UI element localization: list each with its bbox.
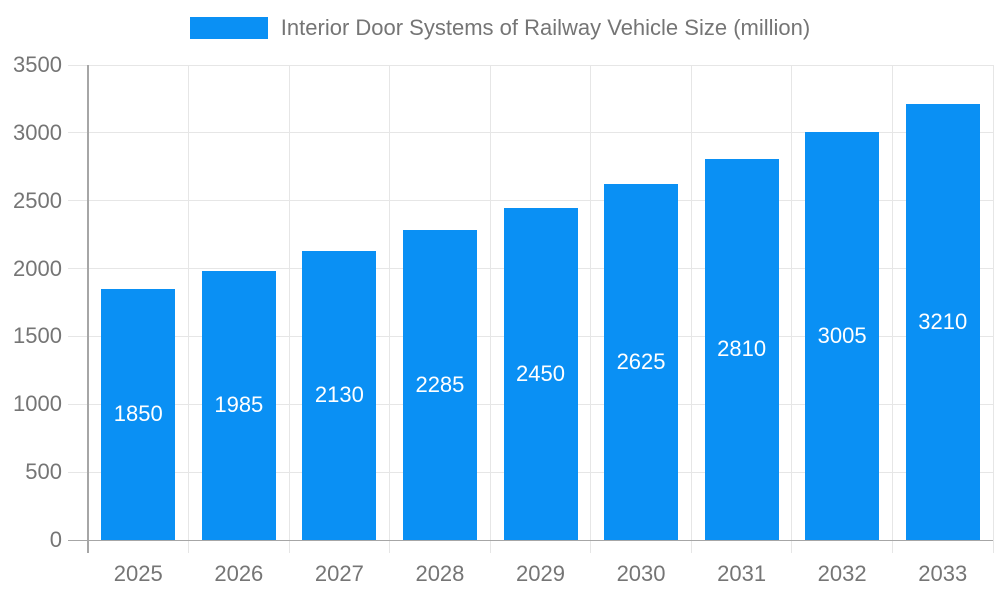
x-axis-tick [389,540,391,553]
x-gridline [188,65,190,540]
y-gridline [68,64,993,66]
bar-value-label: 2450 [516,360,565,386]
x-axis-tick [992,540,994,553]
bar-2031[interactable]: 2810 [704,158,779,540]
y-axis-tick-label: 3500 [13,52,62,77]
bar-value-label: 2130 [314,382,364,408]
bar-2030[interactable]: 2625 [604,183,679,540]
x-axis-category-label: 2027 [314,561,364,586]
bar-value-label: 2810 [717,336,767,362]
bar-value-label: 1985 [214,392,264,418]
y-axis-tick-label: 0 [49,527,62,552]
x-axis-category-label: 2033 [918,561,968,586]
bar-2028[interactable]: 2285 [402,229,477,540]
x-axis-category-label: 2028 [415,561,465,586]
x-axis-tick [288,540,290,553]
x-axis-tick [489,540,491,553]
x-axis-tick [791,540,793,553]
x-axis-tick [590,540,592,553]
x-axis-category-label: 2026 [214,561,264,586]
legend-swatch [189,17,268,39]
bar-value-label: 1850 [113,401,163,427]
bar-value-label: 2625 [616,348,666,374]
bar-2025[interactable]: 1850 [101,288,176,540]
y-axis-tick-label: 500 [25,459,62,485]
x-axis-category-label: 2031 [717,561,767,586]
bar-2033[interactable]: 3210 [905,104,980,540]
x-axis-tick [188,540,190,553]
bar-value-label: 3210 [918,309,968,335]
bar-2026[interactable]: 1985 [201,270,276,540]
y-axis-line [87,65,89,553]
x-gridline [389,65,391,540]
x-gridline [992,65,994,540]
y-gridline [68,132,993,134]
y-gridline [68,200,993,202]
x-axis-category-label: 2030 [616,561,666,586]
x-axis-tick [690,540,692,553]
y-axis-tick-label: 1000 [13,391,62,417]
x-axis-tick [891,540,893,553]
x-gridline [489,65,491,540]
x-axis-line [68,539,993,541]
y-axis-tick-label: 3000 [13,119,62,145]
x-axis-category-label: 2032 [817,561,867,586]
x-axis-category-label: 2029 [516,561,565,586]
legend-label: Interior Door Systems of Railway Vehicle… [280,15,811,40]
x-gridline [891,65,893,540]
bar-value-label: 3005 [817,323,867,349]
x-axis-category-label: 2025 [113,561,163,586]
x-gridline [791,65,793,540]
bar-value-label: 2285 [415,371,465,397]
y-axis-tick-label: 1500 [13,323,62,349]
bar-2027[interactable]: 2130 [302,250,377,540]
x-gridline [288,65,290,540]
x-gridline [690,65,692,540]
y-axis-tick-label: 2000 [13,255,62,281]
y-axis-tick-label: 2500 [13,187,62,213]
chart-legend[interactable]: Interior Door Systems of Railway Vehicle… [0,15,1000,41]
x-gridline [590,65,592,540]
bar-2032[interactable]: 3005 [805,132,880,540]
bar-2029[interactable]: 2450 [503,207,578,540]
